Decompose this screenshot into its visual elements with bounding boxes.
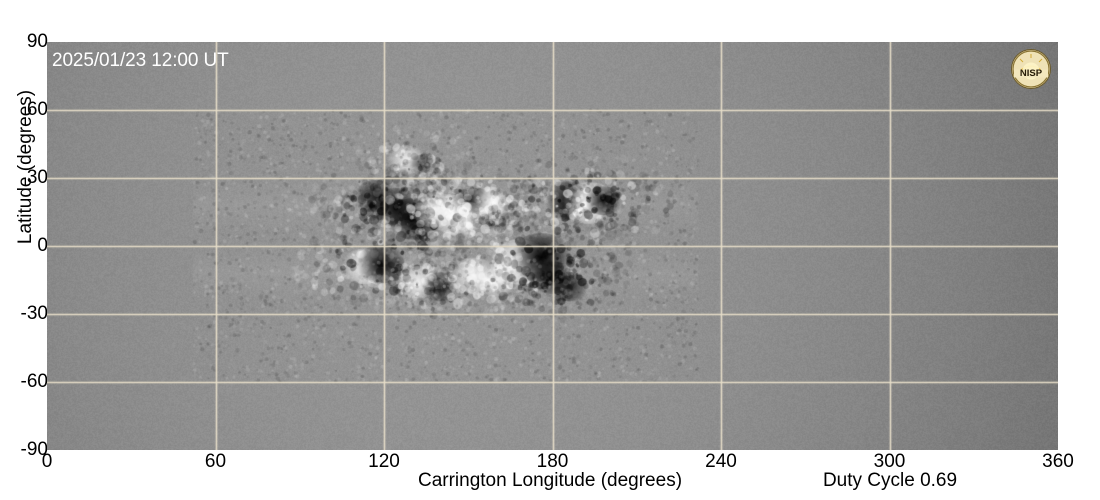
x-tick-label: 180: [513, 452, 593, 471]
x-tick-label: 240: [681, 452, 761, 471]
observation-timestamp: 2025/01/23 12:00 UT: [52, 50, 229, 72]
duty-cycle-label: Duty Cycle 0.69: [760, 470, 1020, 492]
x-axis-title: Carrington Longitude (degrees): [300, 470, 800, 492]
x-tick-label: 300: [850, 452, 930, 471]
y-tick-label: 0: [0, 236, 48, 255]
y-tick-label: 90: [0, 32, 48, 51]
x-tick-label: 60: [176, 452, 256, 471]
y-tick-label: 30: [0, 168, 48, 187]
x-tick-label: 360: [1018, 452, 1098, 471]
plot-area: 2025/01/23 12:00 UT: [47, 42, 1058, 450]
gridlines-canvas: [47, 42, 1058, 450]
x-tick-label: 0: [7, 452, 87, 471]
x-tick-label: 120: [344, 452, 424, 471]
nisp-logo-icon: NISP: [1012, 50, 1050, 88]
y-tick-label: -30: [0, 304, 48, 323]
y-tick-label: -60: [0, 372, 48, 391]
nisp-logo-text: NISP: [1020, 68, 1043, 79]
y-tick-label: 60: [0, 100, 48, 119]
synoptic-map-figure: Latitude (degrees) 90 60 30 0 -30 -60 -90 2025…: [0, 0, 1100, 500]
